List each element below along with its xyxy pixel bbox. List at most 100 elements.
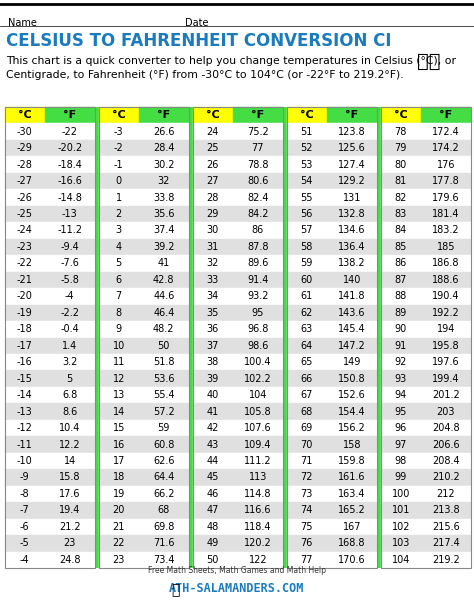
Text: 19.4: 19.4 <box>59 505 81 516</box>
Text: 64: 64 <box>301 341 313 351</box>
Bar <box>193 535 233 552</box>
Bar <box>99 370 138 387</box>
Bar <box>45 107 95 123</box>
Bar <box>420 469 471 485</box>
Bar <box>99 453 138 469</box>
Bar <box>287 354 327 370</box>
Bar <box>5 288 45 305</box>
Bar <box>138 403 189 420</box>
Bar <box>233 123 283 140</box>
Text: -6: -6 <box>20 522 29 532</box>
Text: 20: 20 <box>113 505 125 516</box>
Text: Date: Date <box>185 18 209 28</box>
Bar <box>420 420 471 436</box>
Bar <box>381 535 420 552</box>
Bar <box>5 156 45 173</box>
Bar <box>138 107 189 123</box>
Text: 125.6: 125.6 <box>338 143 365 153</box>
Text: -20.2: -20.2 <box>57 143 82 153</box>
Bar <box>45 552 95 568</box>
Text: 31: 31 <box>207 242 219 252</box>
Bar <box>233 305 283 321</box>
Bar <box>45 535 95 552</box>
Bar <box>233 189 283 206</box>
Text: 109.4: 109.4 <box>244 440 272 449</box>
Bar <box>99 552 138 568</box>
Bar <box>327 519 377 535</box>
Text: 32: 32 <box>207 259 219 268</box>
Text: 30: 30 <box>207 226 219 235</box>
Bar <box>381 370 420 387</box>
Text: 118.4: 118.4 <box>244 522 272 532</box>
Text: 57.2: 57.2 <box>153 406 175 417</box>
Bar <box>327 420 377 436</box>
Text: Centigrade, to Fahrenheit (°F) from -30°C to 104°C (or -22°F to 219.2°F).: Centigrade, to Fahrenheit (°F) from -30°… <box>6 70 404 80</box>
Text: 52: 52 <box>301 143 313 153</box>
Text: 28: 28 <box>207 192 219 202</box>
Text: 51: 51 <box>301 127 313 137</box>
Bar <box>5 107 95 568</box>
Text: 161.6: 161.6 <box>338 473 365 482</box>
Text: -5: -5 <box>20 538 30 548</box>
Text: 206.6: 206.6 <box>432 440 460 449</box>
Bar <box>5 552 45 568</box>
Bar <box>193 123 233 140</box>
Text: 107.6: 107.6 <box>244 423 272 433</box>
Text: 129.2: 129.2 <box>338 176 365 186</box>
Text: 141.8: 141.8 <box>338 291 365 302</box>
Text: 96.8: 96.8 <box>247 324 268 334</box>
Bar <box>99 436 138 453</box>
Bar <box>45 206 95 223</box>
Text: 7: 7 <box>116 291 122 302</box>
Text: 38: 38 <box>207 357 219 367</box>
Bar <box>45 387 95 403</box>
Text: -15: -15 <box>17 374 33 384</box>
Bar <box>381 519 420 535</box>
Text: 120.2: 120.2 <box>244 538 272 548</box>
Text: 136.4: 136.4 <box>338 242 365 252</box>
Bar <box>420 107 471 123</box>
Bar <box>381 288 420 305</box>
Text: 32: 32 <box>158 176 170 186</box>
Bar <box>381 305 420 321</box>
Text: °F: °F <box>157 110 170 120</box>
Text: -19: -19 <box>17 308 33 318</box>
Text: -20: -20 <box>17 291 33 302</box>
Bar <box>99 107 138 123</box>
Text: 167: 167 <box>343 522 361 532</box>
Text: 10: 10 <box>113 341 125 351</box>
Bar <box>99 223 138 238</box>
Bar <box>138 206 189 223</box>
Bar <box>138 552 189 568</box>
Bar <box>377 107 381 568</box>
Bar <box>193 189 233 206</box>
Text: 45: 45 <box>207 473 219 482</box>
Bar <box>189 107 193 568</box>
Bar <box>381 173 420 189</box>
Bar <box>327 305 377 321</box>
Bar <box>193 223 233 238</box>
Text: -21: -21 <box>17 275 33 285</box>
Text: °C: °C <box>206 110 219 120</box>
Bar <box>327 272 377 288</box>
Bar <box>287 485 327 502</box>
Text: -22: -22 <box>17 259 33 268</box>
Bar <box>287 238 327 255</box>
Text: 22: 22 <box>112 538 125 548</box>
Bar <box>193 173 233 189</box>
Bar <box>99 321 138 338</box>
Bar <box>45 338 95 354</box>
Bar <box>45 321 95 338</box>
Text: 192.2: 192.2 <box>432 308 460 318</box>
Bar <box>45 189 95 206</box>
Text: -13: -13 <box>17 406 33 417</box>
Bar <box>138 223 189 238</box>
Text: -29: -29 <box>17 143 33 153</box>
Bar <box>381 140 420 156</box>
Text: 29: 29 <box>207 209 219 219</box>
Text: 55: 55 <box>301 192 313 202</box>
Text: 80.6: 80.6 <box>247 176 268 186</box>
Text: 41: 41 <box>158 259 170 268</box>
Bar <box>420 223 471 238</box>
Text: -11: -11 <box>17 440 33 449</box>
